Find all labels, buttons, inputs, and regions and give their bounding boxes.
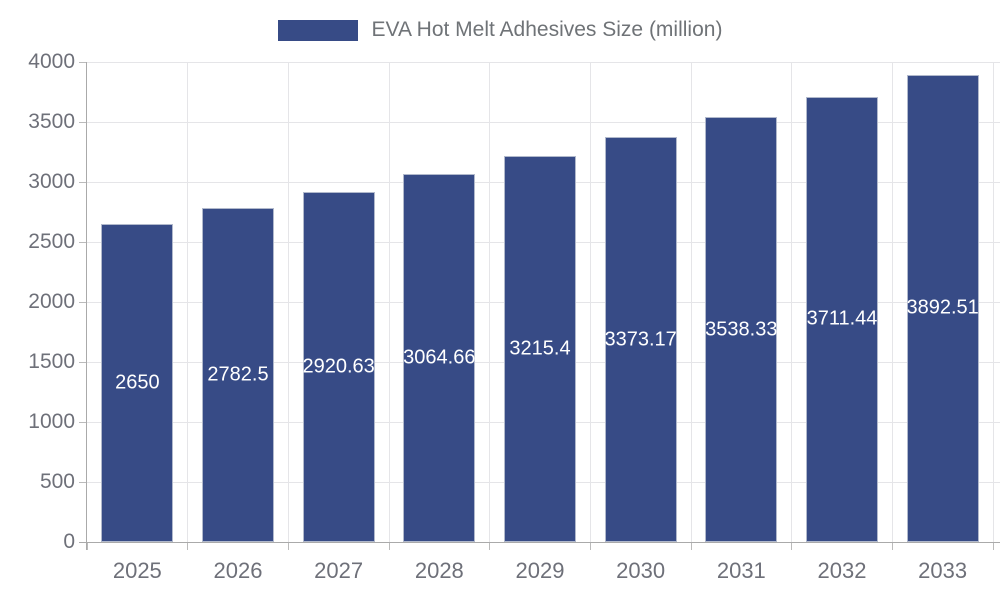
x-tick-label: 2032 [817,558,867,583]
v-gridline [992,62,994,542]
y-axis-tick [79,241,87,243]
v-gridline [187,62,189,542]
y-tick-label: 500 [39,470,75,493]
x-tick-label: 2028 [414,558,464,583]
y-tick-label: 2000 [28,290,75,313]
bar [403,174,476,542]
y-axis-tick [79,121,87,123]
bar [906,74,979,542]
y-axis-tick [79,481,87,483]
x-axis-tick [187,542,189,550]
y-tick-label: 1000 [28,410,75,433]
bar-value-label: 2650 [115,371,160,394]
y-axis-tick [79,181,87,183]
v-gridline [489,62,491,542]
bar-value-label: 3711.44 [806,307,878,330]
v-gridline [589,62,591,542]
bar-value-label: 2782.5 [207,363,269,386]
x-axis-tick [86,542,88,550]
y-axis-tick [79,61,87,63]
legend-label: EVA Hot Melt Adhesives Size (million) [371,18,723,41]
bar-value-label: 3538.33 [705,318,778,341]
bar [302,191,375,542]
v-gridline [287,62,289,542]
bar [604,137,677,542]
x-axis-tick [690,542,692,550]
y-tick-label: 4000 [28,50,75,73]
legend-swatch [277,19,358,41]
x-axis-tick [992,542,994,550]
v-gridline [891,62,893,542]
x-tick-label: 2030 [616,558,666,583]
x-axis-tick [891,542,893,550]
y-tick-label: 3500 [28,110,75,133]
bar-value-label: 3892.51 [906,296,979,319]
x-axis-tick [791,542,793,550]
x-tick-label: 2026 [213,558,263,583]
x-axis-tick [388,542,390,550]
x-axis-tick [489,542,491,550]
bar [202,208,274,542]
bar [101,224,174,542]
y-axis-tick [79,421,87,423]
y-tick-label: 1500 [28,350,75,373]
x-axis-tick [287,542,289,550]
x-tick-label: 2029 [515,558,565,583]
x-tick-label: 2025 [112,558,162,583]
y-axis-tick [79,361,87,363]
x-axis-line [79,541,1000,543]
h-gridline [87,61,1000,63]
bar [504,156,576,542]
v-gridline [388,62,390,542]
y-tick-label: 2500 [28,230,75,253]
y-axis-tick [79,301,87,303]
bar-value-label: 3373.17 [604,328,677,351]
bar [806,96,878,542]
y-tick-label: 0 [63,530,75,553]
y-axis-line [86,62,87,550]
legend[interactable]: EVA Hot Melt Adhesives Size (million) [0,18,1000,42]
bar-value-label: 3215.4 [509,337,571,360]
x-tick-label: 2033 [918,558,968,583]
y-tick-label: 3000 [28,170,75,193]
bar-value-label: 2920.63 [302,355,375,378]
x-tick-label: 2027 [314,558,364,583]
h-gridline [87,121,1000,123]
bar [705,117,778,542]
v-gridline [690,62,692,542]
bar-value-label: 3064.66 [403,346,476,369]
x-axis-tick [589,542,591,550]
x-tick-label: 2031 [716,558,766,583]
v-gridline [791,62,793,542]
